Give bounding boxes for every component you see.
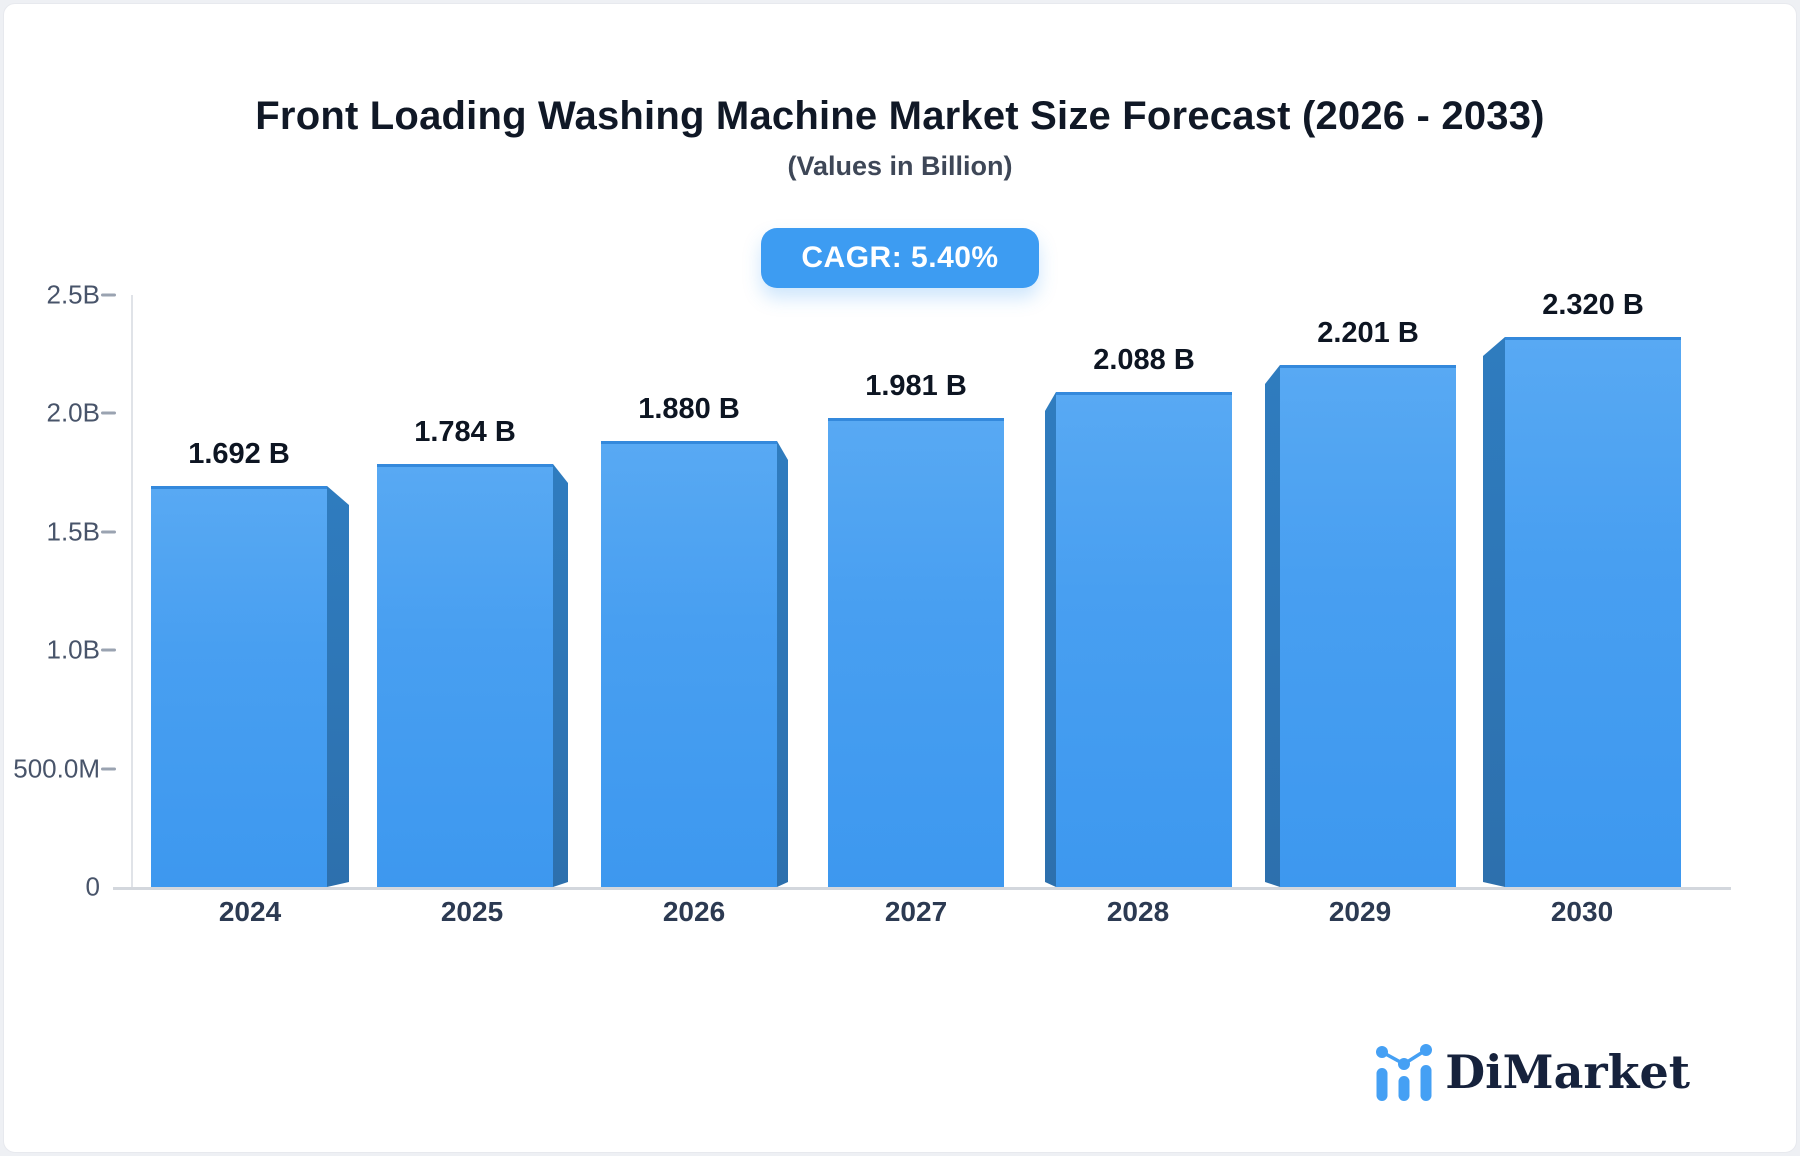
x-axis-category-label: 2027 bbox=[884, 896, 948, 927]
x-axis-category-label: 2029 bbox=[1328, 896, 1392, 927]
chart-card: Front Loading Washing Machine Market Siz… bbox=[3, 3, 1797, 1153]
bar-side-panel-2025 bbox=[553, 464, 568, 887]
bar-2025 bbox=[377, 464, 553, 887]
y-axis-tick-mark bbox=[101, 648, 116, 652]
dimarket-logo: DiMarket bbox=[1373, 1042, 1690, 1102]
x-axis-category-label: 2026 bbox=[662, 896, 726, 927]
bar-side-panel-2029 bbox=[1265, 365, 1280, 887]
y-axis-tick-mark bbox=[101, 293, 116, 296]
y-axis-tick-label: 0 bbox=[85, 871, 100, 902]
bar-2024 bbox=[151, 486, 327, 887]
bar-2027 bbox=[828, 418, 1004, 887]
bar-side-panel-2030 bbox=[1483, 337, 1505, 887]
bar-value-label: 1.880 B bbox=[638, 393, 740, 425]
plot-area: 2.5B 2.0B 1.5B 1.0B 500.0M 0 1.692 B 2024 1.784 … bbox=[4, 4, 1796, 1152]
bar-2030 bbox=[1505, 337, 1681, 887]
bar-value-label: 1.784 B bbox=[414, 416, 516, 448]
chart-title: Front Loading Washing Machine Market Siz… bbox=[255, 94, 1545, 138]
bar-side-panel-2026 bbox=[777, 441, 788, 887]
bar-value-label: 2.201 B bbox=[1317, 317, 1419, 349]
y-axis-tick-label: 1.0B bbox=[46, 634, 101, 665]
y-axis-tick-mark bbox=[101, 767, 116, 770]
x-axis-category-label: 2028 bbox=[1106, 896, 1170, 927]
y-axis-tick-label: 2.0B bbox=[46, 397, 101, 428]
y-axis-tick-mark bbox=[101, 530, 116, 533]
bar-2029 bbox=[1280, 365, 1456, 887]
logo-text: DiMarket bbox=[1445, 1045, 1690, 1099]
y-axis-line bbox=[131, 294, 133, 887]
y-axis-tick-mark bbox=[101, 411, 116, 415]
bar-value-label: 1.981 B bbox=[865, 370, 967, 402]
bar-2028 bbox=[1056, 392, 1232, 887]
chart-subtitle: (Values in Billion) bbox=[787, 151, 1013, 181]
cagr-badge: CAGR: 5.40% bbox=[761, 228, 1039, 288]
x-axis-category-label: 2030 bbox=[1550, 896, 1614, 927]
bar-2026 bbox=[601, 441, 777, 887]
bar-value-label: 1.692 B bbox=[188, 438, 290, 470]
bar-side-panel-2028 bbox=[1045, 392, 1056, 887]
bar-value-label: 2.320 B bbox=[1542, 289, 1644, 321]
x-axis-line bbox=[113, 887, 1731, 890]
x-axis-category-label: 2024 bbox=[218, 896, 282, 927]
bar-chart-trend-icon bbox=[1376, 1044, 1433, 1101]
y-axis-tick-label: 2.5B bbox=[46, 279, 101, 309]
y-axis-tick-label: 1.5B bbox=[46, 516, 101, 546]
y-axis-tick-label: 500.0M bbox=[13, 753, 100, 783]
x-axis-category-label: 2025 bbox=[440, 896, 504, 927]
bar-value-label: 2.088 B bbox=[1093, 344, 1195, 376]
bar-side-panel-2024 bbox=[327, 486, 349, 887]
